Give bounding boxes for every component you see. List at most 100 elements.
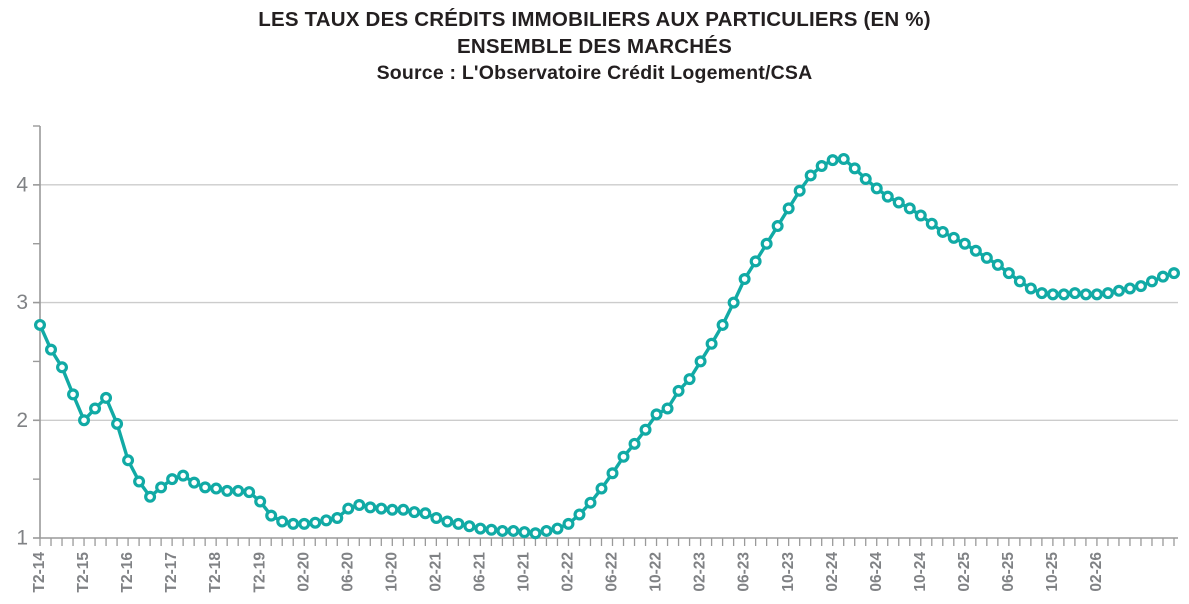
data-point-marker — [1134, 280, 1147, 293]
data-point-marker — [595, 482, 608, 495]
x-axis-tick-label: T2-17 — [163, 552, 180, 593]
data-point-marker — [1145, 275, 1158, 288]
data-point-marker — [551, 522, 564, 535]
data-point-marker — [452, 517, 465, 530]
data-point-marker — [1112, 284, 1125, 297]
data-point-marker — [870, 182, 883, 195]
x-axis-tick-label: T2-19 — [251, 552, 268, 593]
data-point-marker — [518, 526, 531, 539]
data-point-marker — [397, 503, 410, 516]
data-point-marker — [749, 255, 762, 268]
data-point-marker — [947, 231, 960, 244]
data-point-marker — [991, 258, 1004, 271]
data-point-marker — [375, 502, 388, 515]
data-point-marker — [573, 508, 586, 521]
data-point-marker — [1057, 288, 1070, 301]
x-axis-tick-label: 02-24 — [824, 552, 841, 592]
data-point-marker — [672, 384, 685, 397]
data-point-marker — [1156, 270, 1169, 283]
x-axis-tick-label: 02-21 — [427, 552, 444, 592]
data-point-marker — [903, 202, 916, 215]
data-point-marker — [881, 190, 894, 203]
x-axis-tick-label: 06-24 — [868, 552, 885, 592]
series-line — [38, 157, 1176, 535]
data-point-marker — [540, 524, 553, 537]
data-point-marker — [254, 495, 267, 508]
x-axis-tick-label: 06-23 — [736, 552, 753, 592]
data-point-marker — [67, 388, 80, 401]
page-title: LES TAUX DES CRÉDITS IMMOBILIERS AUX PAR… — [258, 8, 931, 31]
data-point-marker — [33, 318, 46, 331]
data-point-marker — [727, 296, 740, 309]
data-point-marker — [1090, 288, 1103, 301]
x-axis-tick-label: 02-23 — [692, 552, 709, 592]
data-point-marker — [628, 437, 641, 450]
x-axis-tick-label: 10-21 — [516, 552, 533, 592]
data-point-marker — [760, 237, 773, 250]
data-point-marker — [155, 481, 168, 494]
data-point-marker — [1167, 267, 1180, 280]
x-axis-tick-label: 06-21 — [471, 552, 488, 592]
data-point-marker — [1068, 287, 1081, 300]
data-point-marker — [1013, 275, 1026, 288]
x-axis-tick-label: 10-23 — [780, 552, 797, 592]
x-axis-tick-label: 10-25 — [1044, 552, 1061, 592]
data-point-marker — [111, 417, 124, 430]
data-point-marker — [199, 481, 212, 494]
data-point-marker — [804, 169, 817, 182]
data-point-marker — [815, 160, 828, 173]
x-axis-tick-label: T2-18 — [207, 552, 224, 593]
data-point-marker — [892, 196, 905, 209]
data-point-marker — [386, 503, 399, 516]
data-point-marker — [353, 499, 366, 512]
data-point-marker — [716, 318, 729, 331]
chart-title-block: LES TAUX DES CRÉDITS IMMOBILIERS AUX PAR… — [0, 6, 1189, 87]
data-point-marker — [925, 217, 938, 230]
data-point-marker — [826, 154, 839, 167]
data-point-marker — [287, 517, 300, 530]
data-point-marker — [474, 522, 487, 535]
y-axis-tick-label: 1 — [16, 527, 28, 550]
x-axis-tick-label: T2-14 — [31, 552, 48, 593]
data-point-marker — [584, 496, 597, 509]
data-point-marker — [210, 482, 223, 495]
chart-subtitle: ENSEMBLE DES MARCHÉS — [456, 35, 733, 58]
data-point-marker — [100, 391, 113, 404]
data-point-marker — [430, 511, 443, 524]
data-point-marker — [496, 524, 509, 537]
data-point-marker — [782, 202, 795, 215]
data-point-marker — [221, 484, 234, 497]
data-point-marker — [243, 486, 256, 499]
y-axis-tick-label: 4 — [16, 173, 28, 196]
data-point-marker — [265, 509, 278, 522]
data-point-marker — [694, 355, 707, 368]
data-point-marker — [298, 517, 311, 530]
data-point-marker — [1101, 287, 1114, 300]
x-axis-tick-label: 06-20 — [339, 552, 356, 592]
data-point-marker — [683, 373, 696, 386]
data-point-marker — [309, 516, 322, 529]
data-point-marker — [276, 515, 289, 528]
data-point-marker — [1046, 288, 1059, 301]
data-point-marker — [364, 501, 377, 514]
data-point-marker — [441, 515, 454, 528]
data-point-marker — [1079, 288, 1092, 301]
data-point-marker — [936, 225, 949, 238]
data-point-marker — [89, 402, 102, 415]
data-point-marker — [232, 484, 245, 497]
data-point-marker — [45, 343, 58, 356]
data-point-marker — [848, 162, 861, 175]
data-point-marker — [507, 524, 520, 537]
x-axis-tick-label: 06-25 — [1000, 552, 1017, 592]
x-axis-tick-label: 02-20 — [295, 552, 312, 592]
x-axis-tick-label: 02-26 — [1088, 552, 1105, 592]
data-point-marker — [793, 184, 806, 197]
data-point-marker — [408, 506, 421, 519]
data-point-marker — [837, 152, 850, 165]
data-point-marker — [705, 337, 718, 350]
data-point-marker — [969, 244, 982, 257]
x-axis-tick-label: T2-16 — [119, 552, 136, 593]
data-point-marker — [78, 414, 91, 427]
data-point-marker — [771, 220, 784, 233]
